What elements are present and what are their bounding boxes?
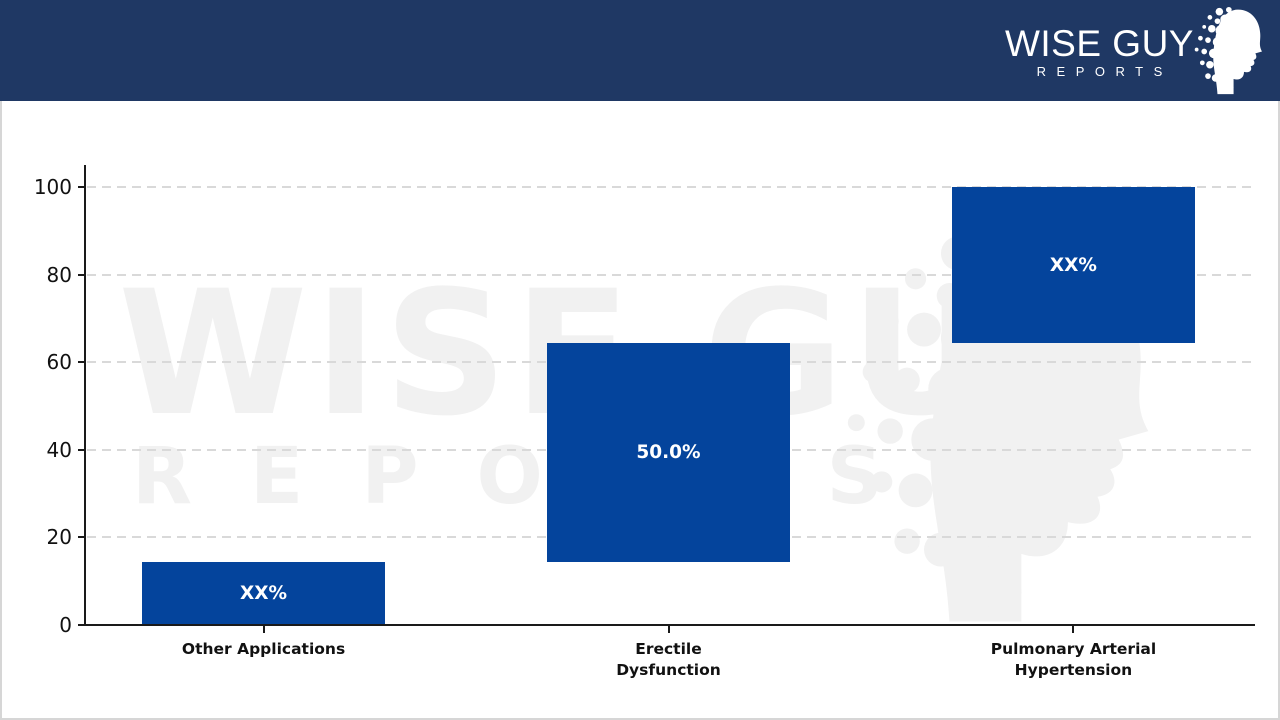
y-tick-mark-40: [78, 448, 85, 451]
x-axis-label-other-applications: Other Applications: [104, 639, 424, 660]
y-gridline-80: [87, 273, 1252, 276]
x-axis-label-line: Pulmonary Arterial: [990, 640, 1157, 658]
wiseguy-logo: WISE GUY REPORTS: [1005, 6, 1272, 96]
bar-erectile-dysfunction: 50.0%: [547, 343, 790, 563]
header-bar: [0, 0, 1280, 101]
bar-value-label-erectile-dysfunction: 50.0%: [636, 442, 701, 464]
logo-wiseguy-label: WISE GUY: [1004, 22, 1194, 64]
y-tick-label-20: 20: [46, 525, 72, 550]
y-tick-label-40: 40: [46, 437, 72, 462]
x-axis-label-line: Dysfunction: [616, 661, 721, 679]
x-axis-label-line: Erectile: [635, 640, 702, 658]
bar-value-label-pulmonary-arterial-hypertension: XX%: [1049, 254, 1097, 276]
y-gridline-100: [87, 185, 1252, 188]
x-axis-label-pulmonary-arterial-hypertension: Pulmonary Arterial Hypertension: [913, 639, 1233, 681]
y-tick-mark-20: [78, 536, 85, 539]
x-axis-label-erectile-dysfunction: Erectile Dysfunction: [509, 639, 829, 681]
x-tick-mark-pulmonary-arterial-hypertension: [1072, 626, 1075, 633]
x-tick-mark-other-applications: [262, 626, 265, 633]
wiseguy-face-icon: [1194, 6, 1262, 95]
bar-other-applications: XX%: [142, 562, 386, 625]
y-tick-label-80: 80: [46, 262, 72, 287]
logo-reports-label: REPORTS: [1036, 63, 1173, 79]
y-tick-label-100: 100: [33, 174, 72, 199]
y-tick-mark-60: [78, 361, 85, 364]
y-tick-mark-80: [78, 273, 85, 276]
x-axis-spine: [84, 624, 1255, 626]
bar-value-label-other-applications: XX%: [240, 583, 288, 605]
y-tick-mark-0: [78, 624, 85, 626]
x-axis-label-line: Hypertension: [1014, 661, 1133, 679]
y-tick-label-60: 60: [46, 350, 72, 375]
wiseguy-logo-text: WISE GUY REPORTS: [1005, 25, 1194, 78]
y-axis-spine: [84, 165, 86, 626]
bar-pulmonary-arterial-hypertension: XX%: [951, 186, 1195, 344]
x-tick-mark-erectile-dysfunction: [667, 626, 670, 633]
y-tick-mark-100: [78, 185, 85, 188]
x-axis-label-line: Other Applications: [181, 640, 346, 658]
y-tick-label-0: 0: [59, 613, 72, 637]
